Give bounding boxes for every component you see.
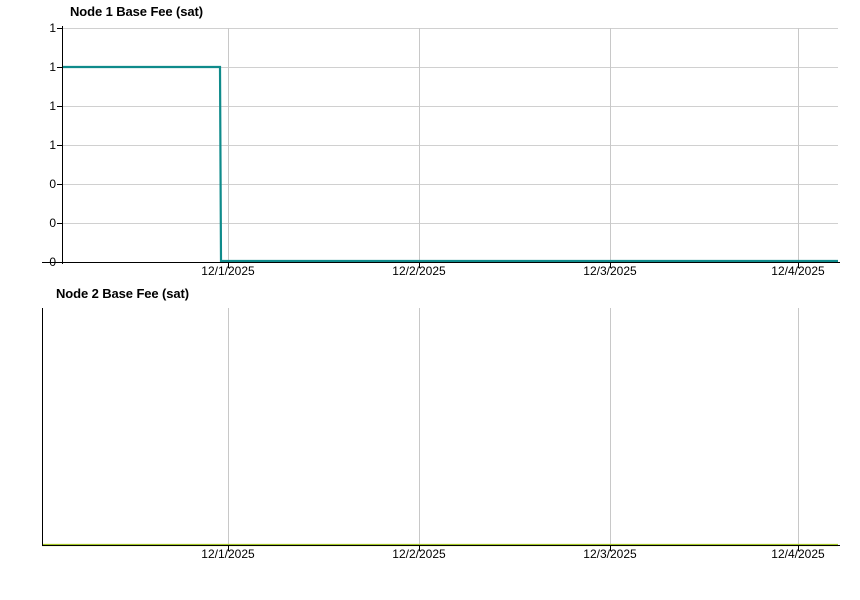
gridline-horizontal: [62, 145, 838, 146]
chart-2-plot-area: [42, 308, 838, 547]
chart-node-1-base-fee: Node 1 Base Fee (sat) 1 1 1 1 0 0 0: [0, 0, 860, 282]
chart-1-title: Node 1 Base Fee (sat): [70, 4, 204, 19]
y-tick-label: 1: [49, 99, 56, 113]
chart-1-series-line: [62, 65, 838, 263]
y-tick-label: 1: [49, 21, 56, 35]
y-tick-mark: [57, 106, 62, 107]
y-tick-label: 1: [49, 138, 56, 152]
gridline-vertical: [419, 28, 420, 262]
x-tick-mark: [798, 262, 799, 268]
gridline-vertical: [798, 308, 799, 546]
x-tick-mark: [610, 545, 611, 551]
y-tick-label: 0: [49, 177, 56, 191]
x-tick-mark: [798, 545, 799, 551]
gridline-vertical: [228, 28, 229, 262]
x-tick-label: 12/3/2025: [583, 547, 637, 561]
y-tick-mark: [57, 67, 62, 68]
chart-2-y-axis: [42, 308, 43, 546]
chart-1-plot-area: [62, 28, 838, 263]
chart-2-series-line: [42, 543, 838, 547]
x-tick-mark: [610, 262, 611, 268]
y-tick-label: 1: [49, 60, 56, 74]
y-tick-mark: [57, 145, 62, 146]
gridline-vertical: [419, 308, 420, 546]
chart-2-title: Node 2 Base Fee (sat): [56, 286, 190, 301]
chart-1-x-axis: [42, 262, 840, 263]
x-tick-mark: [228, 262, 229, 268]
chart-node-2-base-fee: Node 2 Base Fee (sat) 12/1/2025 12/2/202…: [0, 278, 860, 600]
x-tick-label: 12/3/2025: [583, 264, 637, 278]
x-tick-label: 12/1/2025: [201, 264, 255, 278]
y-tick-label: 0: [49, 216, 56, 230]
x-tick-label: 12/1/2025: [201, 547, 255, 561]
gridline-vertical: [798, 28, 799, 262]
gridline-horizontal: [62, 106, 838, 107]
y-tick-mark: [57, 184, 62, 185]
chart-1-y-axis: [62, 26, 63, 264]
x-tick-mark: [228, 545, 229, 551]
x-tick-mark: [419, 545, 420, 551]
chart-1-y-axis-labels: 1 1 1 1 0 0 0: [0, 22, 56, 268]
gridline-horizontal: [62, 67, 838, 68]
chart-2-x-axis: [42, 545, 840, 546]
gridline-horizontal: [62, 184, 838, 185]
gridline-vertical: [610, 308, 611, 546]
series-polyline-node-1: [62, 65, 838, 263]
y-tick-mark: [57, 223, 62, 224]
gridline-horizontal: [62, 28, 838, 29]
x-tick-label: 12/4/2025: [771, 264, 825, 278]
gridline-horizontal: [62, 223, 838, 224]
y-tick-mark: [57, 28, 62, 29]
x-tick-label: 12/4/2025: [771, 547, 825, 561]
x-tick-label: 12/2/2025: [392, 264, 446, 278]
gridline-vertical: [228, 308, 229, 546]
x-tick-label: 12/2/2025: [392, 547, 446, 561]
gridline-vertical: [610, 28, 611, 262]
x-tick-mark: [419, 262, 420, 268]
